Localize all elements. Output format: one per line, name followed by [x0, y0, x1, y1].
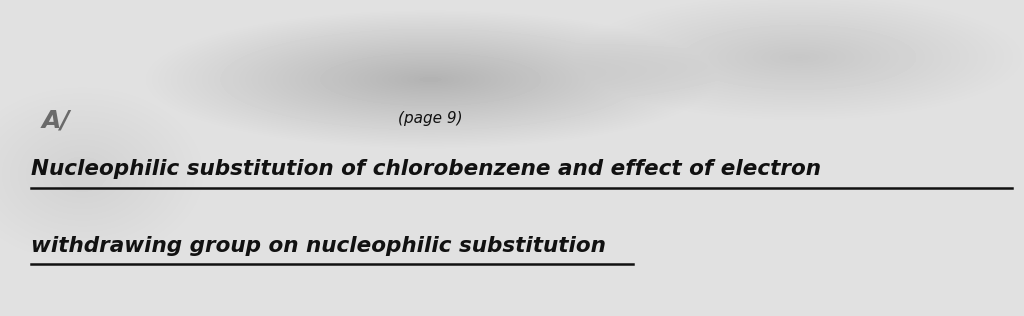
Text: withdrawing group on nucleophilic substitution: withdrawing group on nucleophilic substi… [31, 236, 605, 257]
Text: Nucleophilic substitution of chlorobenzene and effect of electron: Nucleophilic substitution of chlorobenze… [31, 159, 820, 179]
Text: (page 9): (page 9) [397, 111, 463, 126]
Text: A/: A/ [42, 108, 71, 132]
